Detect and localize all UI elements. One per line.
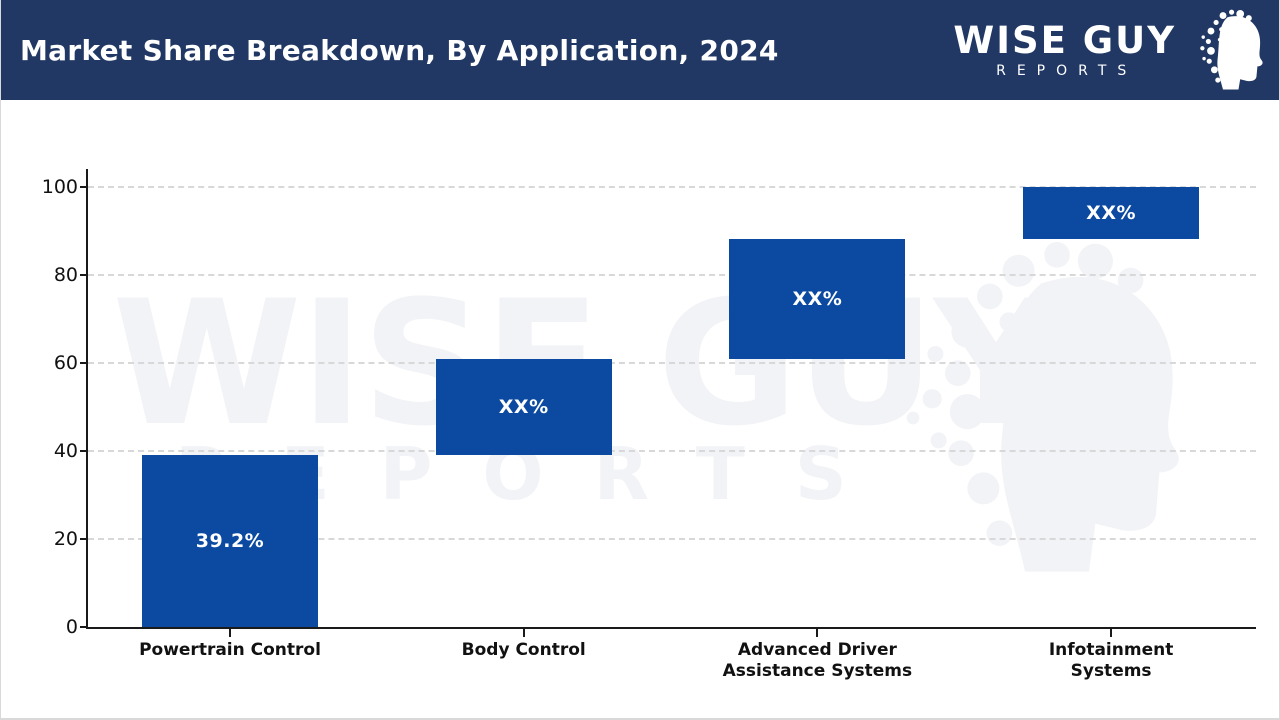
brand-subtitle: REPORTS — [996, 62, 1138, 79]
x-category-label: Body Control — [461, 640, 586, 660]
x-tick-mark-1 — [522, 629, 525, 637]
y-tick-mark-100 — [80, 186, 88, 188]
x-category-label: Advanced Driver Assistance Systems — [722, 640, 913, 682]
bar-3: XX% — [1023, 187, 1200, 239]
bar-1: XX% — [435, 358, 612, 455]
gridline-y-40 — [88, 450, 1256, 452]
bar-value-label: XX% — [792, 287, 843, 310]
y-tick-mark-20 — [80, 538, 88, 540]
y-tick-label: 20 — [53, 528, 78, 550]
y-tick-label: 80 — [53, 264, 78, 286]
brand-logo: WISE GUY REPORTS — [953, 7, 1280, 93]
x-tick-mark-3 — [1110, 629, 1113, 637]
brand-name: WISE GUY — [953, 18, 1176, 62]
gridline-y-20 — [88, 538, 1256, 540]
y-axis-spine — [86, 169, 88, 629]
y-tick-mark-80 — [80, 274, 88, 276]
bar-2: XX% — [729, 238, 906, 359]
y-tick-mark-0 — [80, 626, 88, 628]
x-category-label: Infotainment Systems — [1048, 640, 1174, 682]
y-tick-label: 0 — [65, 616, 78, 638]
x-axis-spine — [86, 627, 1256, 629]
bar-0: 39.2% — [142, 454, 318, 627]
watermark-head-profile-icon — [904, 242, 1179, 572]
bar-value-label: XX% — [498, 395, 549, 418]
x-tick-mark-2 — [816, 629, 819, 637]
y-tick-label: 60 — [53, 352, 78, 374]
gridline-y-100 — [88, 186, 1256, 188]
gridline-y-80 — [88, 274, 1256, 276]
x-tick-mark-0 — [229, 629, 231, 637]
y-tick-mark-40 — [80, 450, 88, 452]
y-tick-label: 40 — [53, 440, 78, 462]
header-bar: Market Share Breakdown, By Application, … — [0, 0, 1280, 100]
x-category-label: Powertrain Control — [139, 640, 321, 660]
y-tick-label: 100 — [41, 176, 78, 198]
bar-value-label: XX% — [1086, 201, 1137, 224]
brand-wordmark: WISE GUY REPORTS — [953, 22, 1176, 79]
head-profile-dots-icon — [1200, 9, 1263, 90]
gridline-y-60 — [88, 362, 1256, 364]
bar-value-label: 39.2% — [195, 529, 265, 552]
y-tick-mark-60 — [80, 362, 88, 364]
page-title: Market Share Breakdown, By Application, … — [20, 33, 779, 67]
